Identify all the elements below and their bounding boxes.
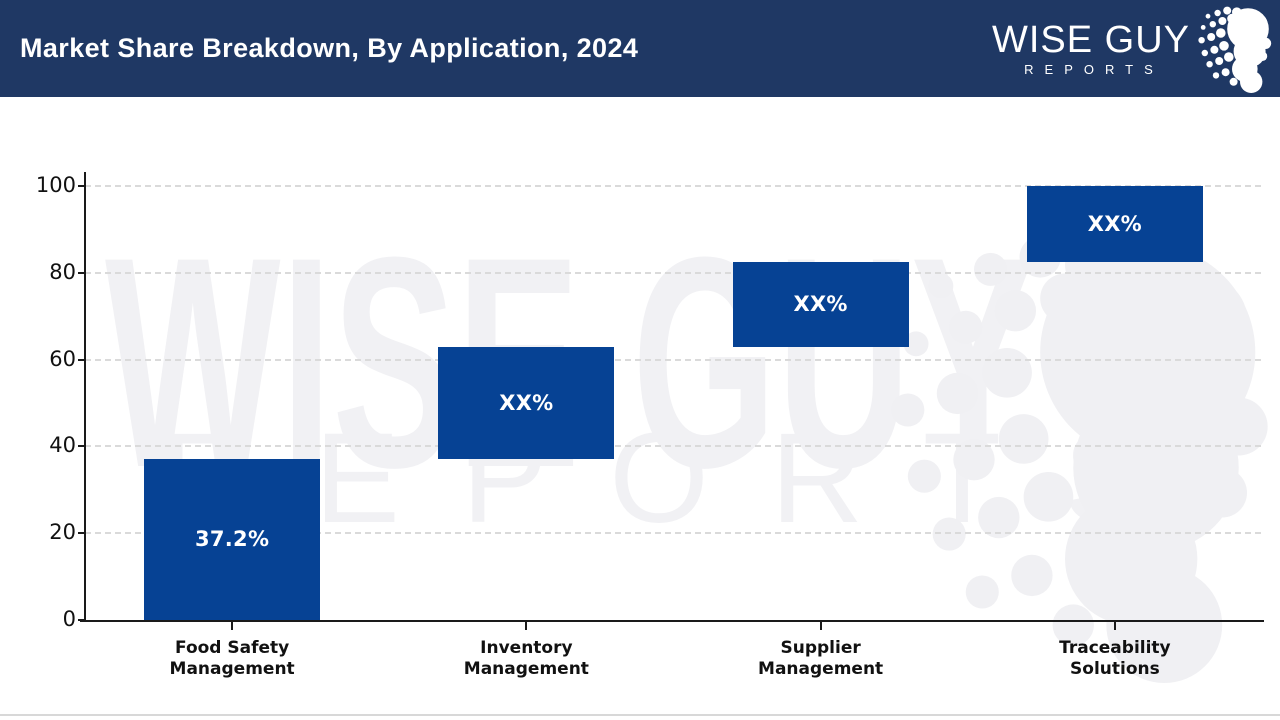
x-category-label-line: Management [463,659,589,679]
x-tick [819,622,822,630]
y-tick [78,185,85,187]
x-category-label-line: Management [169,659,295,679]
bar: XX% [1026,186,1203,262]
x-category-label: Inventory Management [396,638,656,680]
x-tick [231,622,234,630]
y-tick [78,619,85,621]
y-tick [78,445,85,448]
bar-label: XX% [1087,211,1143,236]
x-category-label-line: Management [758,659,884,679]
bar: XX% [438,347,615,459]
bar-label: XX% [499,390,554,415]
y-tick [78,358,85,361]
gridline [85,445,1262,448]
logo-text: WISE GUY REPORTS [991,18,1190,78]
x-category-label-line: Supplier [780,638,861,658]
gridline [85,532,1262,535]
x-category-label-line: Food Safety [175,638,290,658]
x-category-label-line: Solutions [1070,659,1160,679]
logo-wordmark: WISE GUY [991,18,1190,61]
x-category-label: Supplier Management [691,638,951,680]
y-tick-label: 40 [49,433,76,458]
y-tick-label: 80 [49,259,76,284]
logo-face-icon [1192,4,1272,94]
gridline [85,358,1262,361]
watermark-face-icon [858,228,1272,683]
header: Market Share Breakdown, By Application, … [0,0,1280,97]
x-category-label: Traceability Solutions [985,638,1245,680]
x-category-label: Food Safety Management [102,638,362,680]
logo-subtitle: REPORTS [1024,62,1164,78]
x-tick [1113,622,1116,630]
y-axis-line [84,172,86,622]
y-tick-label: 0 [62,607,76,631]
y-tick [78,271,85,274]
x-tick [525,622,528,630]
bar-label: 37.2% [194,527,270,552]
page-title: Market Share Breakdown, By Application, … [20,33,639,63]
y-tick-label: 20 [49,520,76,545]
x-category-label-line: Traceability [1059,638,1171,658]
bar: 37.2% [144,458,321,620]
y-tick [78,532,85,535]
bar-label: XX% [793,292,848,317]
bottom-border [0,714,1280,716]
bar: XX% [732,261,909,348]
x-axis-line [80,620,1264,622]
x-category-label-line: Inventory [480,638,573,658]
y-tick-label: 100 [35,173,76,197]
y-tick-label: 60 [49,346,76,371]
brand-logo: WISE GUY REPORTS [992,4,1272,94]
gridline [85,271,1262,274]
gridline [85,185,1262,187]
